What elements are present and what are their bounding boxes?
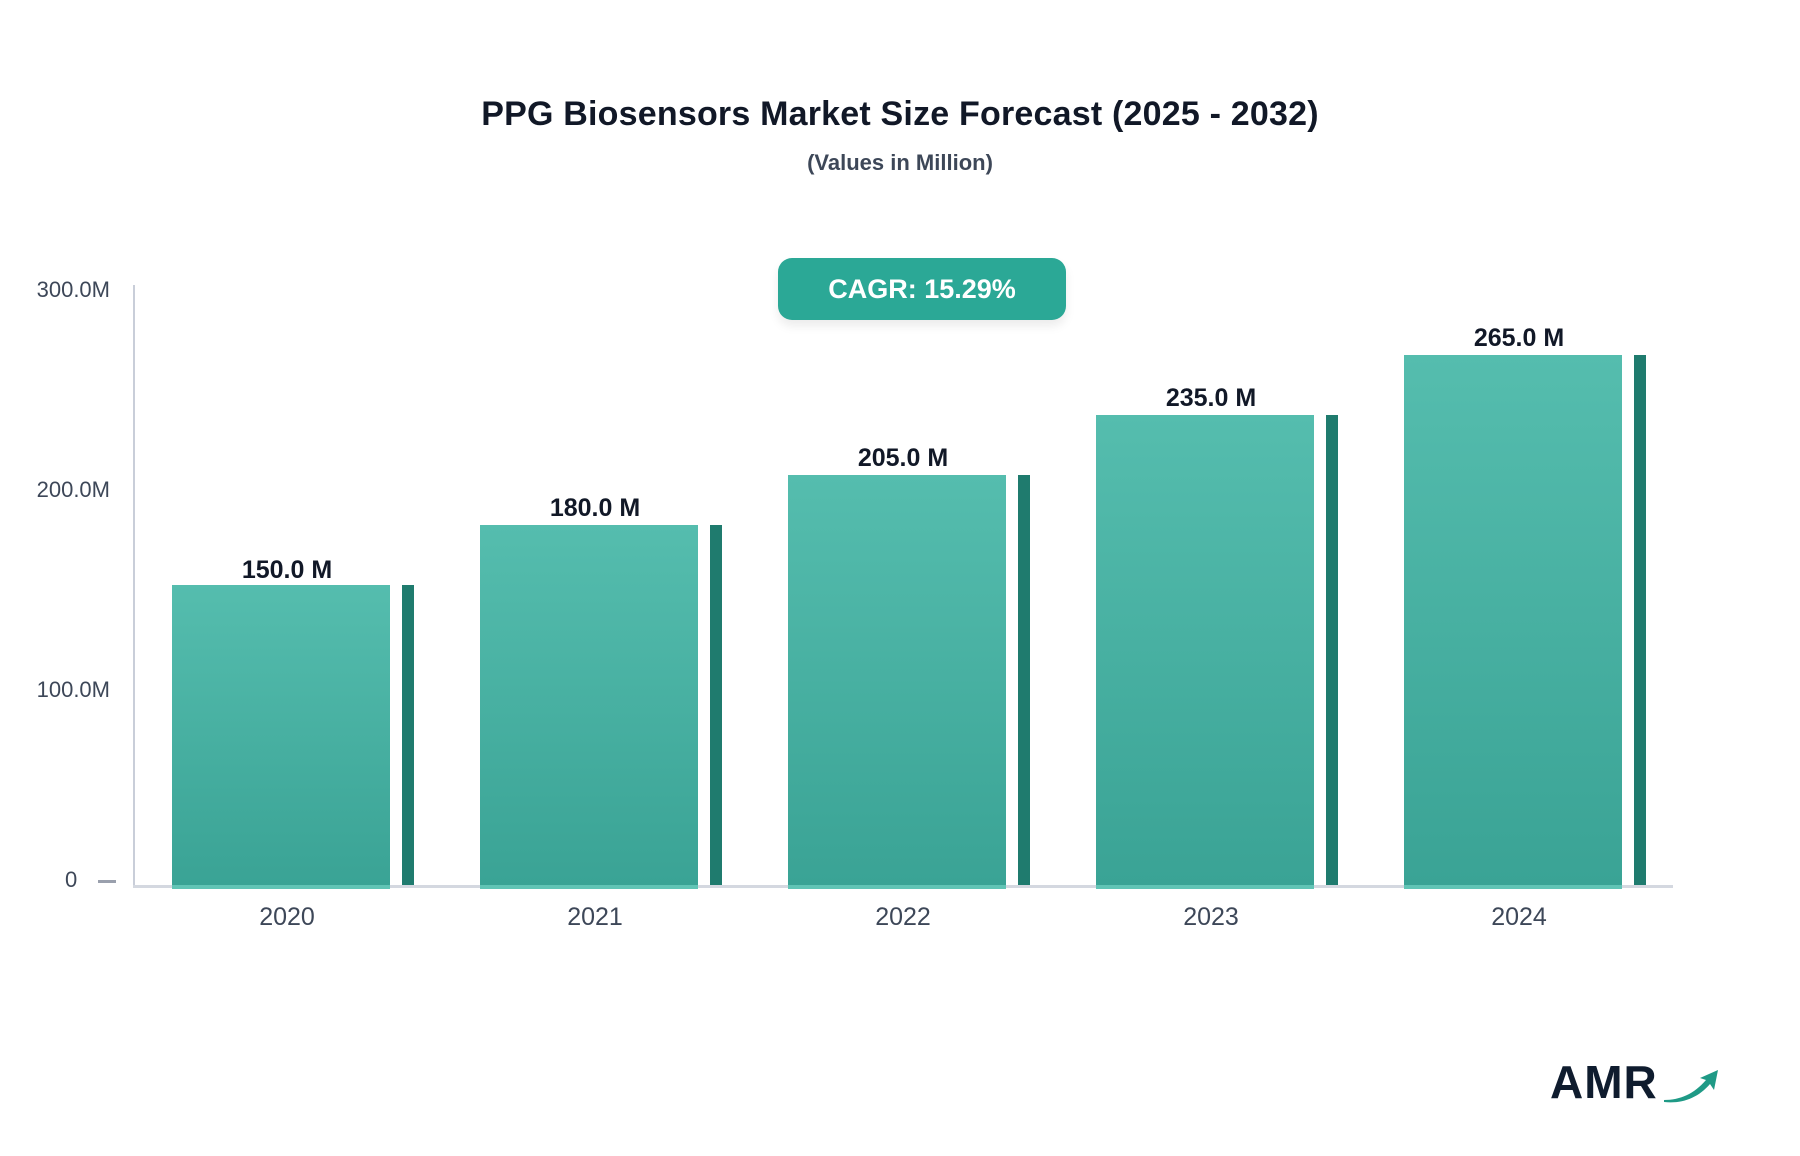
y-tick-0: 0	[65, 867, 77, 893]
bar-side-2022	[1018, 475, 1030, 885]
chart-container: PPG Biosensors Market Size Forecast (202…	[0, 0, 1800, 1156]
chart-subtitle: (Values in Million)	[0, 150, 1800, 176]
bar-top-2021	[480, 885, 698, 889]
bar-slot: 180.0 M	[441, 285, 749, 885]
bar-fill-2024	[1404, 355, 1622, 885]
bar-side-2024	[1634, 355, 1646, 885]
logo-arrow-icon	[1662, 1066, 1722, 1106]
bar-value-label-2020: 150.0 M	[172, 556, 402, 585]
bars-row: 150.0 M 180.0 M 205.0 M	[133, 285, 1673, 885]
amr-logo-text: AMR	[1550, 1055, 1658, 1109]
y-tick-300: 300.0M	[0, 277, 110, 303]
bar-top-2020	[172, 885, 390, 889]
amr-logo[interactable]: AMR	[1550, 1055, 1722, 1109]
plot-area: 300.0M 200.0M 100.0M 0 150.0 M 180.0 M	[133, 285, 1673, 885]
bar-side-2021	[710, 525, 722, 885]
bar-slot: 205.0 M	[749, 285, 1057, 885]
bar-value-label-2022: 205.0 M	[788, 444, 1018, 473]
bar-fill-2023	[1096, 415, 1314, 885]
bar-fill-2022	[788, 475, 1006, 885]
y-tick-200: 200.0M	[0, 477, 110, 503]
bar-top-2024	[1404, 885, 1622, 889]
bar-side-2020	[402, 585, 414, 885]
x-axis-label-2020: 2020	[133, 903, 441, 932]
bar-value-label-2021: 180.0 M	[480, 494, 710, 523]
bar-slot: 265.0 M	[1365, 285, 1673, 885]
y-tick-100: 100.0M	[0, 677, 110, 703]
bar-fill-2020	[172, 585, 390, 885]
bar-side-2023	[1326, 415, 1338, 885]
bar-value-label-2023: 235.0 M	[1096, 384, 1326, 413]
bar-top-2022	[788, 885, 1006, 889]
x-axis-label-2021: 2021	[441, 903, 749, 932]
x-axis-label-2022: 2022	[749, 903, 1057, 932]
bar-top-2023	[1096, 885, 1314, 889]
x-axis-labels: 2020 2021 2022 2023 2024	[133, 903, 1673, 932]
bar-slot: 150.0 M	[133, 285, 441, 885]
bar-value-label-2024: 265.0 M	[1404, 324, 1634, 353]
chart-title: PPG Biosensors Market Size Forecast (202…	[0, 95, 1800, 134]
bar-slot: 235.0 M	[1057, 285, 1365, 885]
y-zero-tick	[98, 880, 116, 883]
bar-fill-2021	[480, 525, 698, 885]
x-axis-label-2024: 2024	[1365, 903, 1673, 932]
x-axis-label-2023: 2023	[1057, 903, 1365, 932]
